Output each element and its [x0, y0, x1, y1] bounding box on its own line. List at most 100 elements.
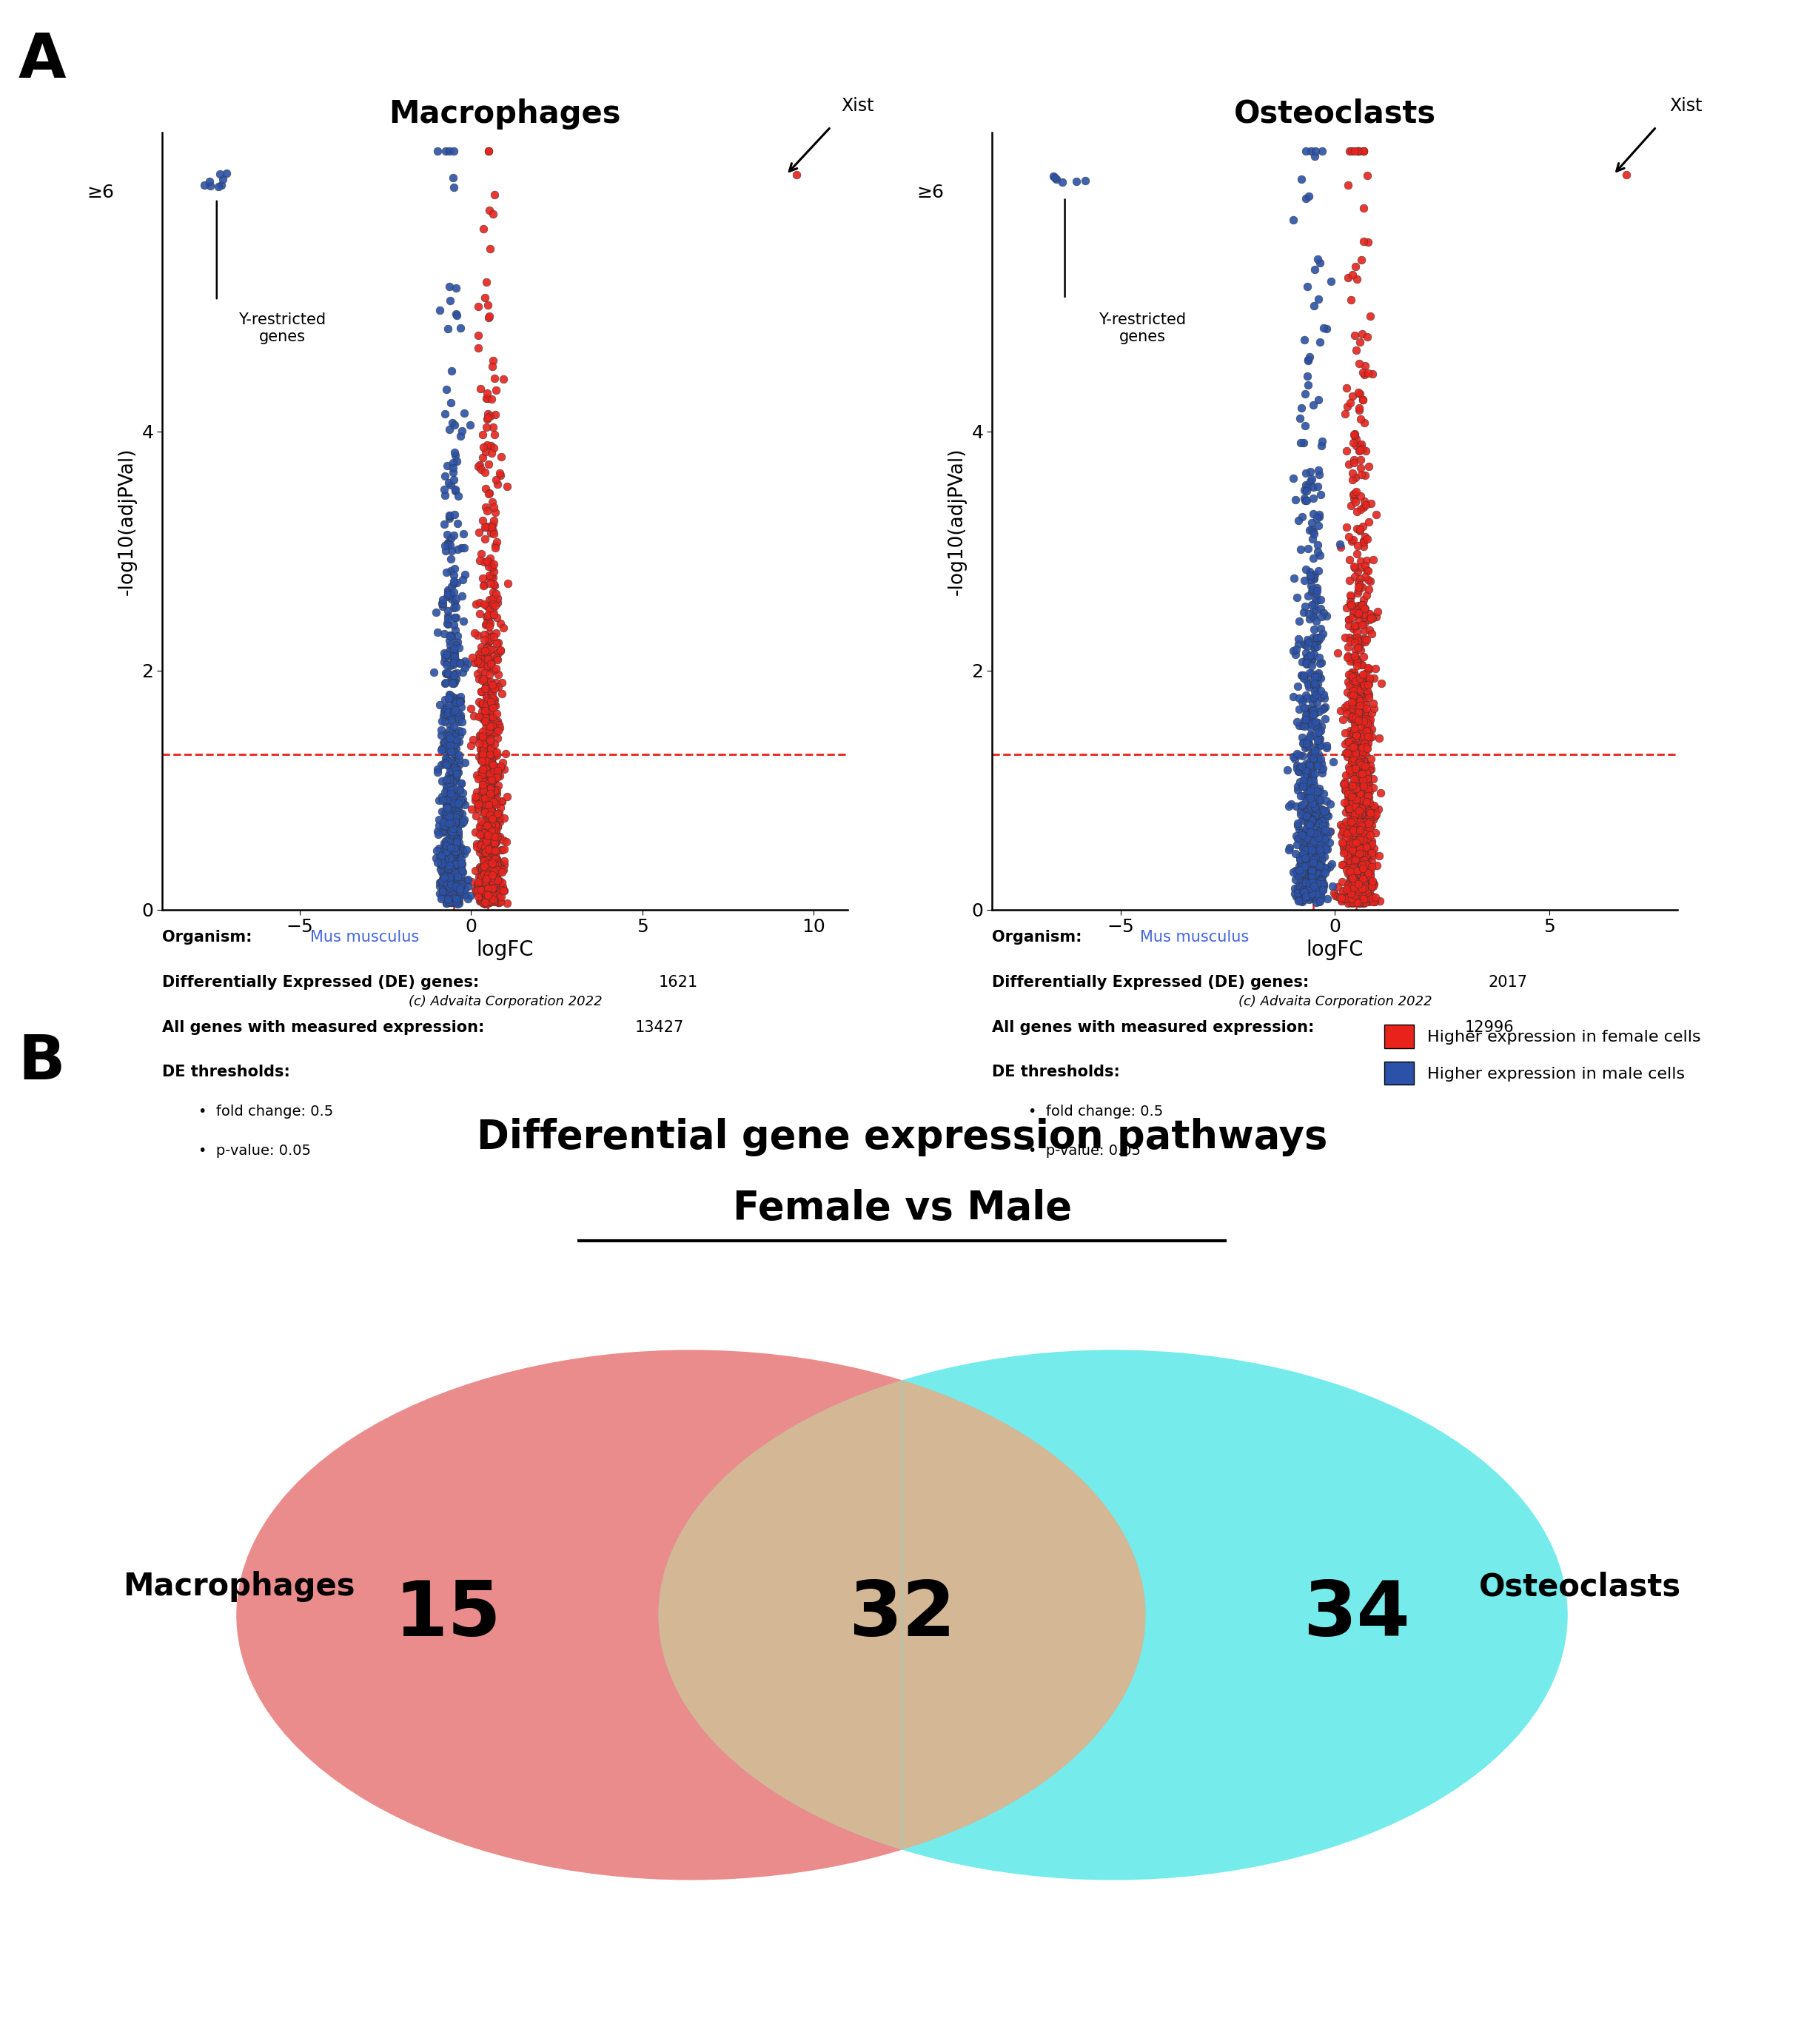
Point — [438, 766, 467, 799]
Point — [1355, 599, 1384, 632]
Point — [431, 705, 460, 738]
Point — [1346, 809, 1375, 842]
Point — [1344, 854, 1373, 887]
Point — [438, 803, 467, 836]
Point — [478, 683, 507, 715]
Point — [469, 760, 498, 793]
Point — [429, 726, 458, 758]
Point — [487, 785, 516, 818]
Point — [1310, 867, 1339, 899]
Point — [476, 758, 505, 791]
Point — [1348, 873, 1376, 905]
Point — [433, 556, 462, 589]
Point — [1351, 865, 1380, 897]
Point — [1339, 730, 1367, 762]
Point — [1337, 803, 1366, 836]
Point — [1346, 861, 1375, 893]
Point — [467, 758, 496, 791]
Point — [438, 824, 467, 856]
Point — [1357, 722, 1385, 754]
Point — [419, 656, 447, 689]
Point — [1286, 844, 1315, 877]
Point — [476, 795, 505, 828]
Point — [1335, 609, 1364, 642]
Point — [1295, 722, 1324, 754]
Point — [464, 450, 492, 482]
Point — [1346, 887, 1375, 920]
Point — [1333, 779, 1362, 811]
Point — [1290, 764, 1319, 797]
Point — [1348, 887, 1376, 920]
Point — [1299, 681, 1328, 713]
Point — [1348, 830, 1376, 863]
Point — [469, 811, 498, 844]
Point — [447, 766, 476, 799]
Point — [437, 658, 465, 691]
Point — [442, 740, 471, 773]
Point — [1346, 742, 1375, 775]
Point — [1039, 159, 1068, 192]
Point — [465, 809, 494, 842]
Point — [435, 777, 464, 809]
Point — [1297, 854, 1326, 887]
Point — [428, 840, 456, 873]
Point — [1351, 858, 1380, 891]
Point — [1288, 852, 1317, 885]
Point — [1301, 881, 1330, 914]
Point — [480, 419, 509, 452]
Point — [1357, 873, 1385, 905]
Point — [1346, 832, 1375, 865]
Point — [1346, 568, 1375, 601]
Point — [1339, 858, 1367, 891]
Point — [1335, 732, 1364, 764]
Point — [1342, 609, 1371, 642]
Point — [444, 740, 473, 773]
Point — [1346, 433, 1375, 466]
Point — [1306, 848, 1335, 881]
Point — [478, 885, 507, 918]
Point — [1297, 648, 1326, 681]
Point — [1351, 521, 1380, 554]
Point — [483, 867, 512, 899]
Point — [480, 672, 509, 705]
Point — [1351, 728, 1380, 760]
Point — [428, 732, 456, 764]
Point — [467, 789, 496, 822]
Point — [1339, 781, 1367, 814]
Point — [1301, 791, 1330, 824]
Point — [446, 699, 474, 732]
Point — [474, 300, 503, 333]
Point — [478, 885, 507, 918]
Point — [438, 519, 467, 552]
Point — [1290, 803, 1319, 836]
Point — [444, 852, 473, 885]
Point — [476, 836, 505, 869]
Point — [483, 803, 512, 836]
Point — [1297, 695, 1326, 728]
Point — [1357, 834, 1385, 867]
Point — [1344, 685, 1373, 717]
Point — [1357, 881, 1385, 914]
Point — [464, 658, 492, 691]
Point — [1348, 832, 1376, 865]
Point — [1308, 873, 1337, 905]
Point — [1339, 871, 1367, 903]
Point — [474, 724, 503, 756]
Point — [428, 873, 456, 905]
Point — [491, 752, 520, 785]
Point — [435, 809, 464, 842]
Point — [480, 875, 509, 908]
Point — [1301, 135, 1330, 168]
Point — [1297, 863, 1326, 895]
Point — [471, 787, 500, 820]
Point — [473, 854, 502, 887]
Point — [1284, 628, 1313, 660]
Point — [1348, 679, 1376, 711]
Point — [1304, 726, 1333, 758]
Point — [1340, 482, 1369, 515]
Point — [474, 814, 503, 846]
Point — [440, 409, 469, 442]
Point — [1328, 820, 1357, 852]
Point — [1292, 732, 1321, 764]
Point — [428, 814, 456, 846]
